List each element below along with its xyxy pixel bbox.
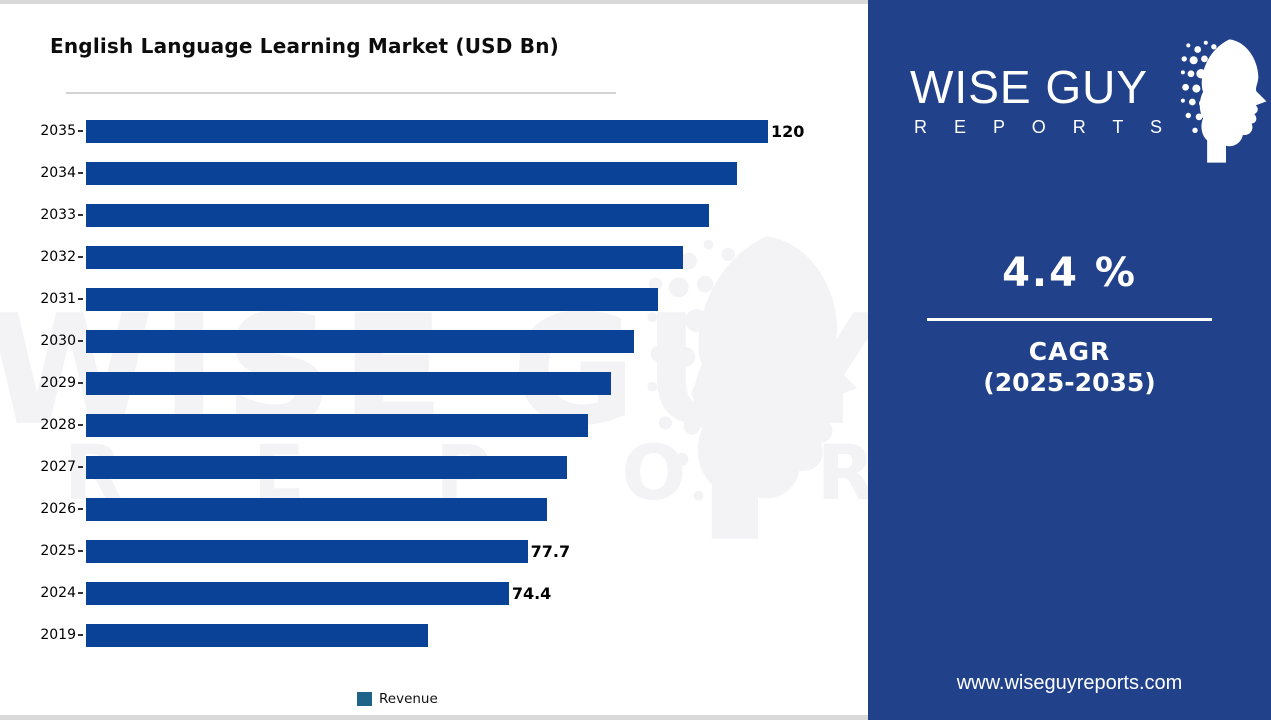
chart-area: WISE GUY R E P O R T S English Language … — [0, 0, 868, 720]
wise-guy-logo: WISE GUY R E P O R T S — [910, 36, 1271, 164]
y-tick-label: 2032 — [40, 249, 76, 265]
y-tick-label: 2026 — [40, 501, 76, 517]
bar-value-label: 77.7 — [530, 541, 571, 561]
cagr-label: CAGR — [1028, 337, 1111, 366]
y-tick-label: 2034 — [40, 165, 76, 181]
chart-title: English Language Learning Market (USD Bn… — [50, 34, 559, 58]
bar-row-2032: 2032 — [0, 236, 868, 278]
y-tick-label: 2031 — [40, 291, 76, 307]
y-tick-label: 2027 — [40, 459, 76, 475]
revenue-bar — [86, 497, 547, 521]
revenue-bar — [86, 119, 768, 143]
revenue-bar — [86, 371, 611, 395]
y-tick-mark — [78, 340, 83, 342]
bar-row-2024: 2024 74.4 — [0, 572, 868, 614]
y-tick-mark — [78, 382, 83, 384]
bar-row-2029: 2029 — [0, 362, 868, 404]
logo-subtitle: R E P O R T S — [914, 117, 1174, 137]
cagr-divider — [927, 318, 1212, 321]
brand-panel: WISE GUY R E P O R T S 4.4 % CAGR (2025-… — [868, 0, 1271, 720]
revenue-bar — [86, 455, 568, 479]
y-tick-mark — [78, 172, 83, 174]
cagr-block: 4.4 % CAGR (2025-2035) — [868, 250, 1271, 397]
revenue-bar — [86, 203, 710, 227]
bar-value-label: 74.4 — [511, 583, 552, 603]
revenue-bar — [86, 245, 683, 269]
y-tick-mark — [78, 298, 83, 300]
legend-label: Revenue — [379, 691, 438, 707]
y-tick-mark — [78, 424, 83, 426]
website-link[interactable]: www.wiseguyreports.com — [956, 672, 1183, 694]
y-tick-label: 2025 — [40, 543, 76, 559]
title-underline — [66, 92, 616, 94]
cagr-range: (2025-2035) — [983, 368, 1156, 397]
revenue-bar — [86, 329, 634, 353]
bar-row-2031: 2031 — [0, 278, 868, 320]
bar-row-2025: 2025 77.7 — [0, 530, 868, 572]
y-tick-label: 2029 — [40, 375, 76, 391]
bar-row-2033: 2033 — [0, 194, 868, 236]
bottom-border-strip — [0, 715, 868, 720]
bar-row-2035: 2035 120 — [0, 110, 868, 152]
revenue-bar — [86, 413, 589, 437]
bar-row-2019: 2019 — [0, 614, 868, 656]
y-tick-label: 2019 — [40, 627, 76, 643]
bar-chart: 2035 120 2034 2033 2032 2031 2030 2029 2028 2027 2… — [0, 110, 868, 656]
bar-row-2027: 2027 — [0, 446, 868, 488]
legend-swatch — [357, 692, 372, 706]
top-border-strip — [0, 0, 868, 4]
cagr-value: 4.4 % — [1002, 250, 1137, 296]
bar-value-label: 120 — [771, 121, 805, 141]
head-profile-icon — [1180, 39, 1267, 163]
logo-title: WISE GUY — [910, 61, 1149, 113]
y-tick-mark — [78, 508, 83, 510]
revenue-bar — [86, 287, 658, 311]
y-tick-mark — [78, 550, 83, 552]
y-tick-label: 2030 — [40, 333, 76, 349]
y-tick-label: 2033 — [40, 207, 76, 223]
y-tick-mark — [78, 256, 83, 258]
y-tick-label: 2024 — [40, 585, 76, 601]
bar-row-2034: 2034 — [0, 152, 868, 194]
revenue-bar — [86, 161, 737, 185]
bar-row-2026: 2026 — [0, 488, 868, 530]
y-tick-label: 2028 — [40, 417, 76, 433]
revenue-bar — [86, 581, 509, 605]
bar-row-2028: 2028 — [0, 404, 868, 446]
y-tick-mark — [78, 592, 83, 594]
logo-text: WISE GUY R E P O R T S — [910, 64, 1173, 138]
revenue-bar — [86, 539, 528, 563]
revenue-bar — [86, 623, 429, 647]
legend: Revenue — [357, 691, 438, 707]
y-tick-mark — [78, 634, 83, 636]
bar-row-2030: 2030 — [0, 320, 868, 362]
y-tick-mark — [78, 130, 83, 132]
y-tick-mark — [78, 214, 83, 216]
y-tick-label: 2035 — [40, 123, 76, 139]
y-tick-mark — [78, 466, 83, 468]
